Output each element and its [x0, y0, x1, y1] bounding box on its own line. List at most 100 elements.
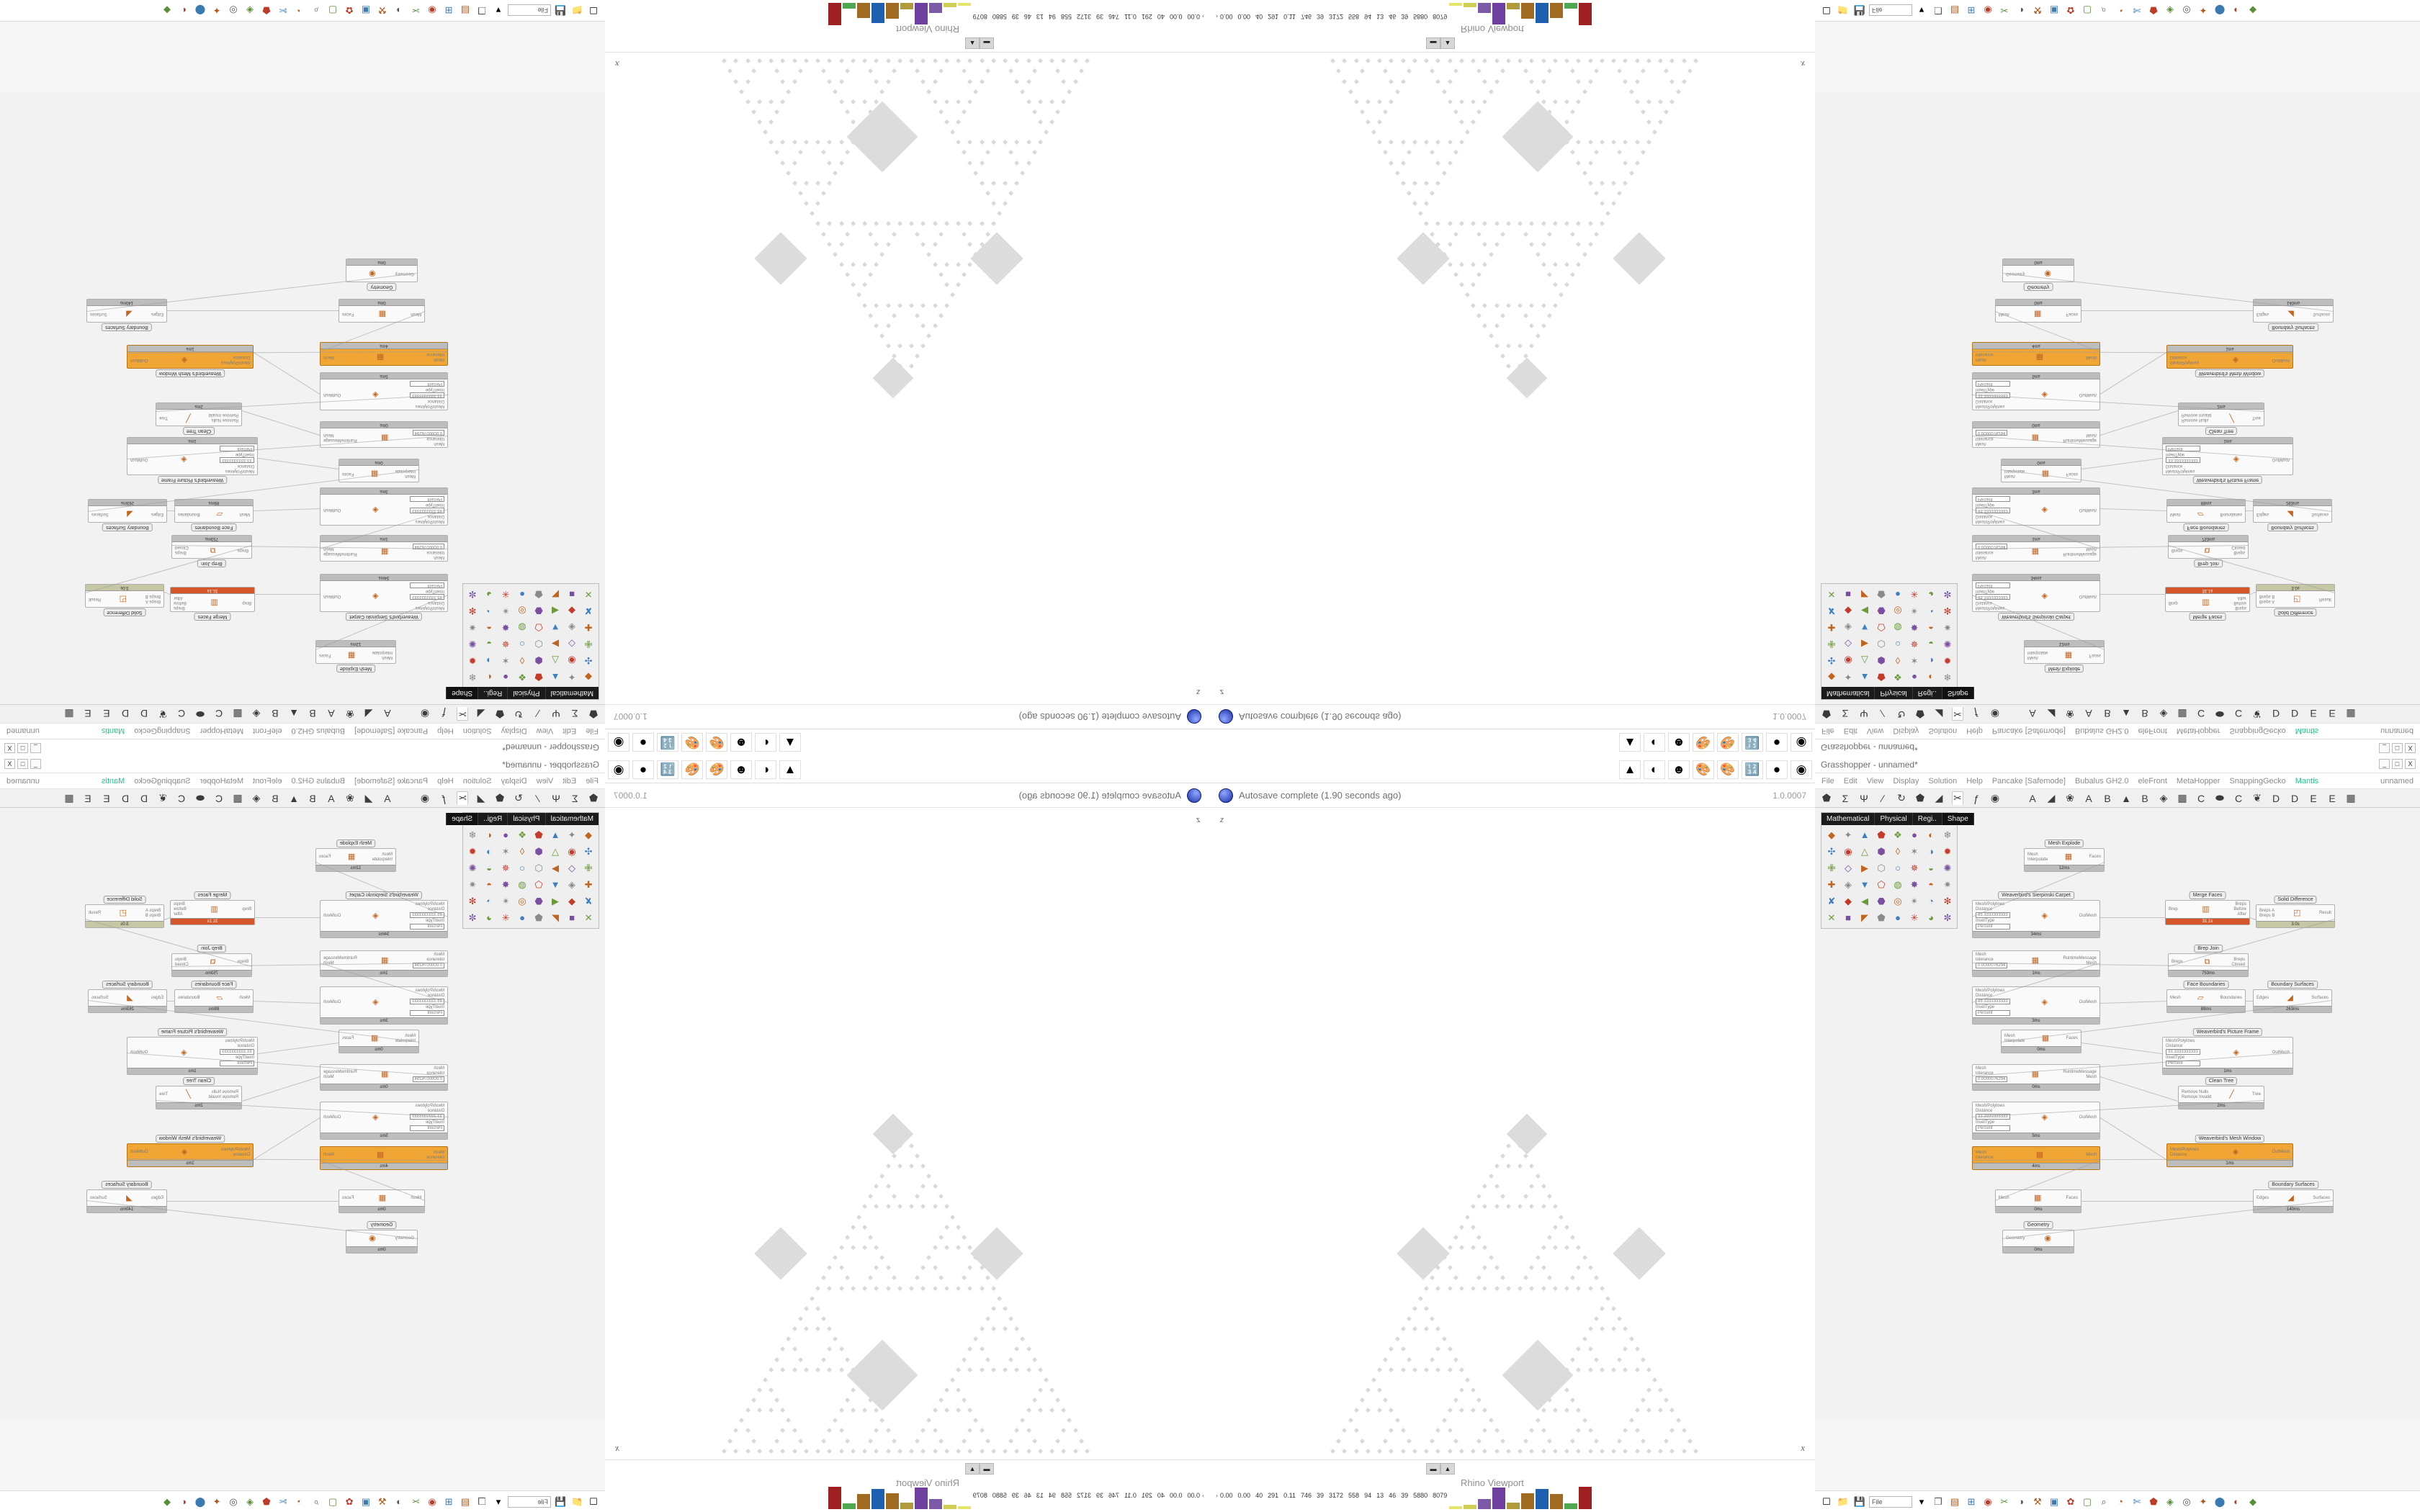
palette-component-icon-44[interactable]: ● — [1895, 589, 1901, 600]
gh-port-in[interactable]: Distance — [2166, 464, 2183, 468]
component-group-4[interactable]: B — [309, 792, 316, 804]
gh-toolbar-icon-10[interactable]: ⌕ — [313, 5, 319, 17]
palette-component-icon-16[interactable]: ✙ — [1827, 639, 1836, 649]
gh-output-ports[interactable]: Surfaces — [2313, 312, 2330, 316]
gh-output-ports[interactable]: Surfaces — [91, 512, 109, 516]
gh-toolbar-icon-16[interactable]: ✦ — [212, 1495, 221, 1507]
component-group-0[interactable]: A — [2029, 792, 2036, 804]
rhino-logo-icon[interactable]: ▲ — [779, 760, 801, 779]
gh-output-ports[interactable]: OutMesh — [130, 358, 148, 362]
gh-port-value[interactable]: Percent — [410, 496, 444, 502]
gh-toolbar-icon-3[interactable]: ◉ — [428, 1495, 436, 1507]
gh-component[interactable]: Clean Tree Remove Nulls Remove Invalid ╱ Tre… — [2178, 1077, 2264, 1110]
gh-port-out[interactable]: OutMesh — [323, 914, 341, 918]
gh-port-in[interactable]: Distance — [2166, 1044, 2183, 1048]
gh-component[interactable]: Mesh Explode Mesh Interpolate ▦ Faces 12ms — [2024, 840, 2105, 872]
gh-port-out[interactable]: Breps — [174, 606, 185, 610]
gh-port-out[interactable]: OutMesh — [2079, 914, 2097, 918]
menu-item-6[interactable]: Pancake [Safemode] — [1991, 776, 2066, 786]
gh-port-out[interactable]: Mesh — [2086, 960, 2097, 966]
gh-input-ports[interactable]: Breps A Breps B — [145, 595, 161, 604]
gh-port-in[interactable]: Mesh — [1976, 1150, 1986, 1155]
calculator-icon[interactable]: 🔢 — [1742, 760, 1763, 779]
gh-output-ports[interactable]: Faces — [342, 1036, 354, 1040]
menu-item-8[interactable]: eleFront — [2138, 726, 2167, 736]
gh-toolbar-icon-1[interactable]: ▤ — [460, 1495, 470, 1507]
gh-port-out[interactable]: Result — [89, 597, 102, 601]
palette-component-icon-41[interactable]: ■ — [1845, 912, 1851, 923]
gh-component[interactable]: Merge Faces Brep ▥ Breps Before After 31.1s — [170, 891, 255, 925]
gh-port-in[interactable]: Mesh — [434, 1150, 444, 1155]
gh-port-out[interactable]: Faces — [342, 472, 354, 476]
palette-component-icon-30[interactable]: ◓ — [1928, 622, 1934, 633]
gh-port-out[interactable]: Faces — [342, 1036, 354, 1040]
record-icon[interactable]: ● — [632, 733, 654, 752]
palette-component-icon-47[interactable]: ✼ — [1943, 589, 1952, 600]
palette-component-icon-2[interactable]: ▲ — [550, 829, 560, 840]
gh-port-value[interactable]: Percent — [410, 924, 444, 930]
gh-input-ports[interactable]: Mesh tolerance — [426, 1151, 444, 1160]
gh-port-out[interactable]: OutMesh — [2079, 1000, 2097, 1004]
palette-component-icon-39[interactable]: ✻ — [1943, 896, 1952, 906]
palette-component-icon-41[interactable]: ■ — [1845, 589, 1851, 600]
palette-component-icon-15[interactable]: ✹ — [468, 655, 477, 666]
gh-port-out[interactable]: Breps — [2233, 550, 2245, 555]
palette-tab-strip[interactable]: Mathematical Physical Regi.. Shape — [446, 687, 599, 699]
gh-input-ports[interactable]: Mesh tolerance 0.0000076294 — [412, 544, 444, 559]
gh-toolbar-icon-9[interactable]: ▢ — [328, 5, 338, 17]
menu-item-7[interactable]: Bubalus GH2.0 — [291, 776, 346, 786]
gh-port-in[interactable]: Breps A — [145, 908, 161, 913]
component-tab-7[interactable]: ✂ — [1952, 791, 1963, 805]
gh-input-ports[interactable]: Mesh/Polylines Distance — [221, 356, 250, 365]
palette-component-icon-24[interactable]: ✚ — [1827, 622, 1836, 633]
close-button[interactable]: X — [2405, 743, 2416, 753]
gh-port-out[interactable]: Breps — [175, 957, 187, 962]
gh-toolbar-icon-4[interactable]: ✂ — [2000, 5, 2009, 17]
gh-port-in[interactable]: InsetType — [1976, 589, 1995, 593]
component-group-16[interactable]: E — [2329, 792, 2336, 804]
menu-item-3[interactable]: Display — [501, 726, 527, 736]
gh-toolbar-icon-0[interactable]: ❐ — [1934, 5, 1942, 17]
gh-toolbar-icon-9[interactable]: ▢ — [2082, 1495, 2092, 1507]
gh-output-ports[interactable]: OutMesh — [323, 392, 341, 397]
component-group-4[interactable]: B — [309, 708, 316, 720]
palette-tab-physical[interactable]: Physical — [507, 813, 545, 825]
menu-item-5[interactable]: Help — [437, 726, 454, 736]
gh-port-in[interactable]: Mesh/Polylines — [2166, 469, 2195, 473]
gh-component[interactable]: Weaverbird's Picture Frame Mesh/Polylines… — [127, 1028, 258, 1075]
gh-toolbar-icon-12[interactable]: ✄ — [279, 5, 287, 17]
save-file-icon[interactable]: 💾 — [554, 1495, 567, 1507]
gh-port-value[interactable]: Percent — [1976, 381, 2010, 387]
palette-component-icon-27[interactable]: ⬠ — [1877, 622, 1886, 633]
gh-component[interactable]: Face Boundaries Mesh ▱ Boundaries 89ms — [174, 499, 254, 531]
gh-port-out[interactable]: Tree — [159, 415, 169, 420]
file-name-field[interactable]: File — [1869, 1495, 1912, 1508]
menu-item-8[interactable]: eleFront — [253, 776, 282, 786]
menu-item-6[interactable]: Pancake [Safemode] — [1991, 726, 2066, 736]
palette-component-icon-13[interactable]: ✶ — [501, 655, 510, 666]
gh-toolbar-icon-19[interactable]: ◆ — [163, 5, 171, 17]
gh-input-ports[interactable]: Remove Nulls Remove Invalid — [209, 413, 238, 423]
gh-port-out[interactable]: OutMesh — [130, 1150, 148, 1154]
gh-toolbar-icon-11[interactable]: ◔ — [2118, 5, 2123, 17]
grasshopper-canvas[interactable]: Mathematical Physical Regi.. Shape ◆ ✦ ▲ ⬟ ❖ ● ◐ ❄… — [1815, 808, 2420, 1420]
gh-input-ports[interactable]: Edges — [151, 512, 163, 516]
gh-port-value[interactable]: 0.0000076294 — [1976, 1076, 2008, 1082]
palette-component-icon-3[interactable]: ⬟ — [1877, 829, 1886, 840]
palette-component-icon-29[interactable]: ✸ — [1910, 622, 1919, 633]
gh-output-ports[interactable]: Breps Before After — [174, 902, 187, 917]
component-group-1[interactable]: ◢ — [2047, 792, 2056, 804]
gh-port-out[interactable]: Before — [2233, 600, 2246, 605]
gh-port-out[interactable]: Faces — [319, 653, 331, 657]
palette-component-icon-41[interactable]: ■ — [569, 589, 575, 600]
maximize-button[interactable]: □ — [17, 743, 28, 753]
rhino-logo-icon[interactable]: ▲ — [779, 733, 801, 752]
close-button[interactable]: X — [4, 743, 15, 753]
palette-tab-mathematical[interactable]: Mathematical — [544, 813, 599, 825]
gh-port-out[interactable]: After — [2237, 912, 2246, 917]
gh-port-out[interactable]: Surfaces — [2311, 512, 2329, 516]
gh-toolbar-icon-8[interactable]: ✿ — [345, 5, 354, 17]
